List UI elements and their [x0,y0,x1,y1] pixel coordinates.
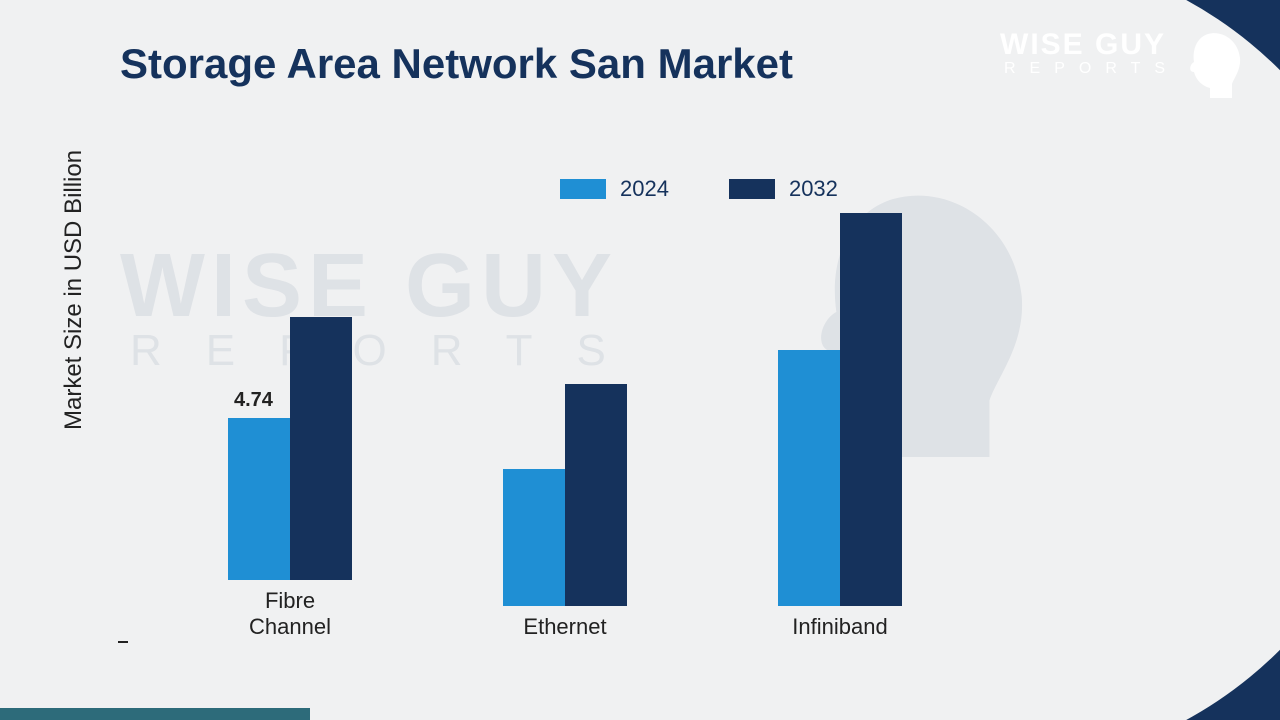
brand-logo: WISE GUY REPORTS [1000,28,1240,78]
category-label: Infiniband [750,614,930,640]
bar [565,384,627,606]
bar-pair: 4.74 [200,170,380,580]
bottom-accent-bar [0,708,310,720]
bar [503,469,565,606]
ai-head-icon [1188,28,1244,100]
right-panel [960,0,1280,720]
y-axis-label: Market Size in USD Billion [60,150,88,430]
bar-pair [750,196,930,606]
bar-pair [475,196,655,606]
bar [778,350,840,606]
bar-value-label: 4.74 [234,389,273,412]
bar [228,418,290,580]
bar [840,213,902,606]
bar [290,317,352,580]
category-label: Ethernet [475,614,655,640]
chart-title: Storage Area Network San Market [120,40,793,88]
bar-chart: 4.74 Fibre Channel Ethernet Infiniband [130,230,960,640]
category-label: Fibre Channel [200,588,380,640]
axis-tick [118,641,128,643]
bar-group: Ethernet [475,196,655,640]
bar-group: Infiniband [750,196,930,640]
bar-group: 4.74 Fibre Channel [200,170,380,640]
